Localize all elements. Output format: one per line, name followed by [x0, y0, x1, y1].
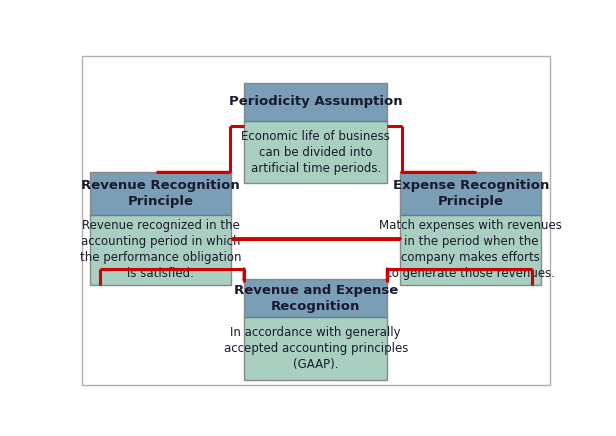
FancyBboxPatch shape [244, 82, 387, 121]
Text: Revenue recognized in the
accounting period in which
the performance obligation
: Revenue recognized in the accounting per… [80, 219, 241, 280]
Text: Expense Recognition
Principle: Expense Recognition Principle [392, 179, 549, 208]
Text: Economic life of business
can be divided into
artificial time periods.: Economic life of business can be divided… [241, 129, 390, 174]
FancyBboxPatch shape [400, 172, 541, 215]
FancyBboxPatch shape [400, 215, 541, 285]
FancyBboxPatch shape [82, 56, 549, 385]
FancyBboxPatch shape [244, 121, 387, 183]
Text: Revenue and Expense
Recognition: Revenue and Expense Recognition [233, 283, 398, 313]
Text: In accordance with generally
accepted accounting principles
(GAAP).: In accordance with generally accepted ac… [224, 326, 408, 371]
FancyBboxPatch shape [90, 172, 231, 215]
FancyBboxPatch shape [244, 279, 387, 317]
Text: Revenue Recognition
Principle: Revenue Recognition Principle [81, 179, 240, 208]
Text: Match expenses with revenues
in the period when the
company makes efforts
to gen: Match expenses with revenues in the peri… [379, 219, 562, 280]
Text: Periodicity Assumption: Periodicity Assumption [229, 95, 402, 108]
FancyBboxPatch shape [244, 317, 387, 380]
FancyBboxPatch shape [90, 215, 231, 285]
